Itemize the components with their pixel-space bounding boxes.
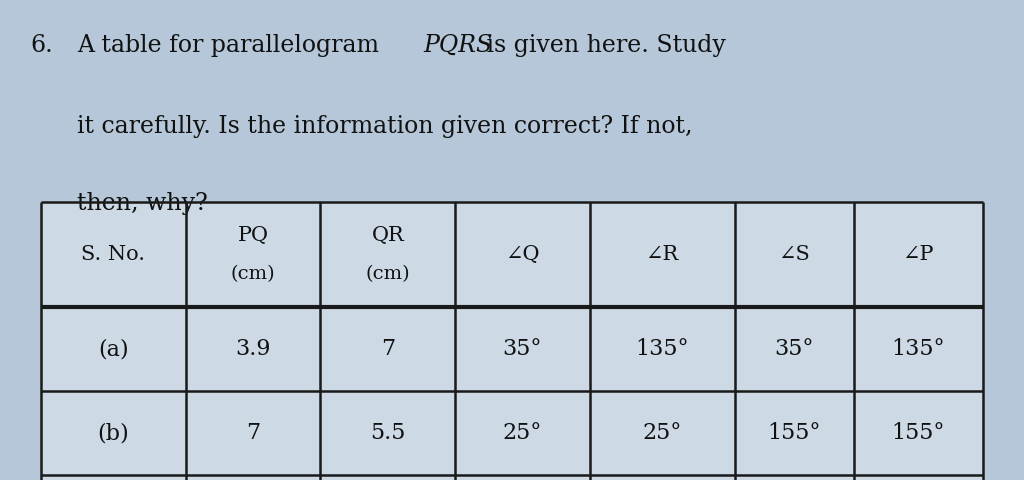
Text: is given here. Study: is given here. Study: [479, 34, 726, 57]
Text: 135°: 135°: [635, 338, 689, 360]
Text: 7: 7: [246, 422, 260, 444]
Text: PQ: PQ: [238, 226, 268, 245]
Text: S. No.: S. No.: [82, 245, 145, 264]
Text: (cm): (cm): [366, 264, 410, 283]
Text: 3.9: 3.9: [236, 338, 271, 360]
Text: 7: 7: [381, 338, 395, 360]
Text: 25°: 25°: [503, 422, 542, 444]
Text: 155°: 155°: [892, 422, 945, 444]
Text: (b): (b): [97, 422, 129, 444]
Text: ∠S: ∠S: [778, 245, 810, 264]
Text: ∠P: ∠P: [902, 245, 934, 264]
Text: A table for parallelogram: A table for parallelogram: [77, 34, 386, 57]
Text: 155°: 155°: [767, 422, 821, 444]
Text: 25°: 25°: [642, 422, 682, 444]
Text: PQRS: PQRS: [423, 34, 493, 57]
Text: then, why?: then, why?: [77, 192, 208, 215]
Text: ∠R: ∠R: [645, 245, 679, 264]
Text: it carefully. Is the information given correct? If not,: it carefully. Is the information given c…: [77, 115, 692, 138]
Text: 35°: 35°: [774, 338, 814, 360]
Text: 6.: 6.: [31, 34, 53, 57]
Text: ∠Q: ∠Q: [505, 245, 540, 264]
Text: 135°: 135°: [892, 338, 945, 360]
Text: QR: QR: [372, 226, 404, 245]
Text: 35°: 35°: [503, 338, 542, 360]
Text: (a): (a): [98, 338, 129, 360]
Bar: [41, 202, 983, 480]
Text: 5.5: 5.5: [370, 422, 406, 444]
Text: (cm): (cm): [230, 264, 275, 283]
